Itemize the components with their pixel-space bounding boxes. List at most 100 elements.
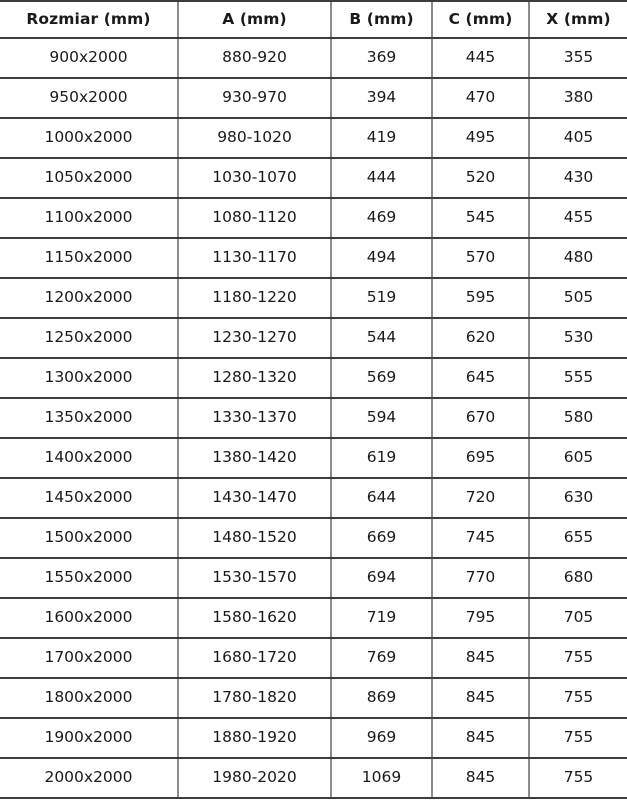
cell-a: 1330-1370 bbox=[177, 397, 331, 439]
cell-c: 695 bbox=[431, 437, 529, 479]
cell-a: 1030-1070 bbox=[177, 157, 331, 199]
cell-x: 530 bbox=[528, 317, 627, 359]
cell-x: 755 bbox=[528, 637, 627, 679]
table-row: 950x2000 930-970 394 470 380 bbox=[0, 77, 627, 119]
cell-a: 1180-1220 bbox=[177, 277, 331, 319]
cell-a: 1080-1120 bbox=[177, 197, 331, 239]
table-header: Rozmiar (mm) A (mm) B (mm) C (mm) X (mm) bbox=[0, 0, 627, 39]
cell-a: 880-920 bbox=[177, 37, 331, 79]
cell-x: 655 bbox=[528, 517, 627, 559]
cell-b: 669 bbox=[330, 517, 432, 559]
table-row: 1450x2000 1430-1470 644 720 630 bbox=[0, 477, 627, 519]
cell-b: 594 bbox=[330, 397, 432, 439]
cell-size: 1150x2000 bbox=[0, 237, 178, 279]
table-row: 1000x2000 980-1020 419 495 405 bbox=[0, 117, 627, 159]
cell-c: 645 bbox=[431, 357, 529, 399]
cell-c: 720 bbox=[431, 477, 529, 519]
cell-c: 620 bbox=[431, 317, 529, 359]
cell-b: 619 bbox=[330, 437, 432, 479]
cell-c: 770 bbox=[431, 557, 529, 599]
table-body: 900x2000 880-920 369 445 355 950x2000 930-970 3… bbox=[0, 37, 627, 799]
cell-x: 355 bbox=[528, 37, 627, 79]
cell-c: 670 bbox=[431, 397, 529, 439]
table-row: 1050x2000 1030-1070 444 520 430 bbox=[0, 157, 627, 199]
cell-x: 405 bbox=[528, 117, 627, 159]
table-row: 1300x2000 1280-1320 569 645 555 bbox=[0, 357, 627, 399]
cell-size: 950x2000 bbox=[0, 77, 178, 119]
table-row: 1100x2000 1080-1120 469 545 455 bbox=[0, 197, 627, 239]
cell-a: 930-970 bbox=[177, 77, 331, 119]
cell-x: 605 bbox=[528, 437, 627, 479]
cell-size: 1700x2000 bbox=[0, 637, 178, 679]
cell-c: 570 bbox=[431, 237, 529, 279]
cell-size: 1450x2000 bbox=[0, 477, 178, 519]
cell-size: 2000x2000 bbox=[0, 757, 178, 799]
cell-x: 555 bbox=[528, 357, 627, 399]
cell-a: 1230-1270 bbox=[177, 317, 331, 359]
cell-size: 1200x2000 bbox=[0, 277, 178, 319]
cell-size: 1800x2000 bbox=[0, 677, 178, 719]
cell-b: 1069 bbox=[330, 757, 432, 799]
table-row: 1800x2000 1780-1820 869 845 755 bbox=[0, 677, 627, 719]
cell-x: 705 bbox=[528, 597, 627, 639]
column-header-b: B (mm) bbox=[330, 0, 432, 39]
cell-size: 1000x2000 bbox=[0, 117, 178, 159]
cell-b: 644 bbox=[330, 477, 432, 519]
cell-size: 900x2000 bbox=[0, 37, 178, 79]
cell-x: 380 bbox=[528, 77, 627, 119]
cell-c: 545 bbox=[431, 197, 529, 239]
table-row: 1600x2000 1580-1620 719 795 705 bbox=[0, 597, 627, 639]
cell-x: 755 bbox=[528, 757, 627, 799]
column-header-c: C (mm) bbox=[431, 0, 529, 39]
cell-a: 1280-1320 bbox=[177, 357, 331, 399]
cell-size: 1400x2000 bbox=[0, 437, 178, 479]
cell-size: 1300x2000 bbox=[0, 357, 178, 399]
table-row: 2000x2000 1980-2020 1069 845 755 bbox=[0, 757, 627, 799]
cell-b: 569 bbox=[330, 357, 432, 399]
table-row: 1150x2000 1130-1170 494 570 480 bbox=[0, 237, 627, 279]
cell-c: 845 bbox=[431, 757, 529, 799]
table-header-row: Rozmiar (mm) A (mm) B (mm) C (mm) X (mm) bbox=[0, 0, 627, 39]
cell-size: 1500x2000 bbox=[0, 517, 178, 559]
cell-b: 469 bbox=[330, 197, 432, 239]
cell-c: 470 bbox=[431, 77, 529, 119]
cell-b: 719 bbox=[330, 597, 432, 639]
cell-a: 1480-1520 bbox=[177, 517, 331, 559]
column-header-x: X (mm) bbox=[528, 0, 627, 39]
cell-x: 630 bbox=[528, 477, 627, 519]
table-row: 1550x2000 1530-1570 694 770 680 bbox=[0, 557, 627, 599]
cell-b: 769 bbox=[330, 637, 432, 679]
cell-a: 1580-1620 bbox=[177, 597, 331, 639]
cell-b: 444 bbox=[330, 157, 432, 199]
column-header-a: A (mm) bbox=[177, 0, 331, 39]
cell-c: 845 bbox=[431, 717, 529, 759]
cell-x: 480 bbox=[528, 237, 627, 279]
table-row: 1400x2000 1380-1420 619 695 605 bbox=[0, 437, 627, 479]
cell-size: 1350x2000 bbox=[0, 397, 178, 439]
cell-x: 755 bbox=[528, 677, 627, 719]
cell-c: 520 bbox=[431, 157, 529, 199]
cell-b: 494 bbox=[330, 237, 432, 279]
cell-x: 455 bbox=[528, 197, 627, 239]
cell-c: 445 bbox=[431, 37, 529, 79]
cell-x: 580 bbox=[528, 397, 627, 439]
table-row: 1200x2000 1180-1220 519 595 505 bbox=[0, 277, 627, 319]
cell-x: 505 bbox=[528, 277, 627, 319]
cell-b: 544 bbox=[330, 317, 432, 359]
cell-c: 795 bbox=[431, 597, 529, 639]
cell-b: 519 bbox=[330, 277, 432, 319]
cell-size: 1900x2000 bbox=[0, 717, 178, 759]
cell-c: 595 bbox=[431, 277, 529, 319]
cell-b: 369 bbox=[330, 37, 432, 79]
cell-a: 1130-1170 bbox=[177, 237, 331, 279]
cell-size: 1100x2000 bbox=[0, 197, 178, 239]
cell-size: 1250x2000 bbox=[0, 317, 178, 359]
cell-a: 1680-1720 bbox=[177, 637, 331, 679]
cell-x: 755 bbox=[528, 717, 627, 759]
table-row: 1700x2000 1680-1720 769 845 755 bbox=[0, 637, 627, 679]
cell-a: 1780-1820 bbox=[177, 677, 331, 719]
cell-b: 869 bbox=[330, 677, 432, 719]
cell-a: 1980-2020 bbox=[177, 757, 331, 799]
table-row: 1900x2000 1880-1920 969 845 755 bbox=[0, 717, 627, 759]
